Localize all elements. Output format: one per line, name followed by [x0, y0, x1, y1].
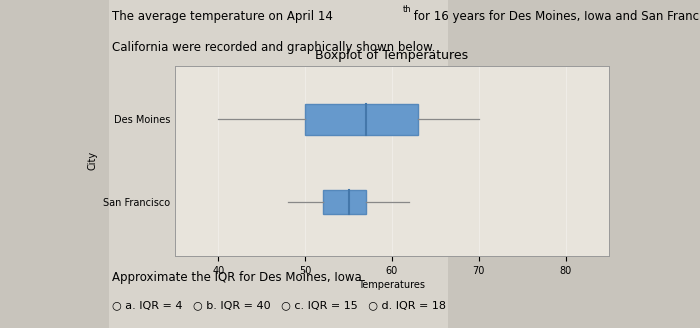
Y-axis label: City: City — [88, 151, 97, 170]
Text: Approximate the IQR for Des Moines, Iowa.: Approximate the IQR for Des Moines, Iowa… — [112, 271, 365, 284]
Text: for 16 years for Des Moines, Iowa and San Francisco,: for 16 years for Des Moines, Iowa and Sa… — [410, 10, 700, 23]
Text: California were recorded and graphically shown below.: California were recorded and graphically… — [112, 41, 435, 54]
X-axis label: Temperatures: Temperatures — [358, 280, 426, 290]
Text: th: th — [403, 5, 412, 14]
Text: ○ a. IQR = 4   ○ b. IQR = 40   ○ c. IQR = 15   ○ d. IQR = 18: ○ a. IQR = 4 ○ b. IQR = 40 ○ c. IQR = 15… — [112, 300, 446, 310]
Text: The average temperature on April 14: The average temperature on April 14 — [112, 10, 333, 23]
Title: Boxplot of Temperatures: Boxplot of Temperatures — [316, 49, 468, 62]
Bar — [323, 190, 366, 215]
Bar — [305, 104, 418, 135]
